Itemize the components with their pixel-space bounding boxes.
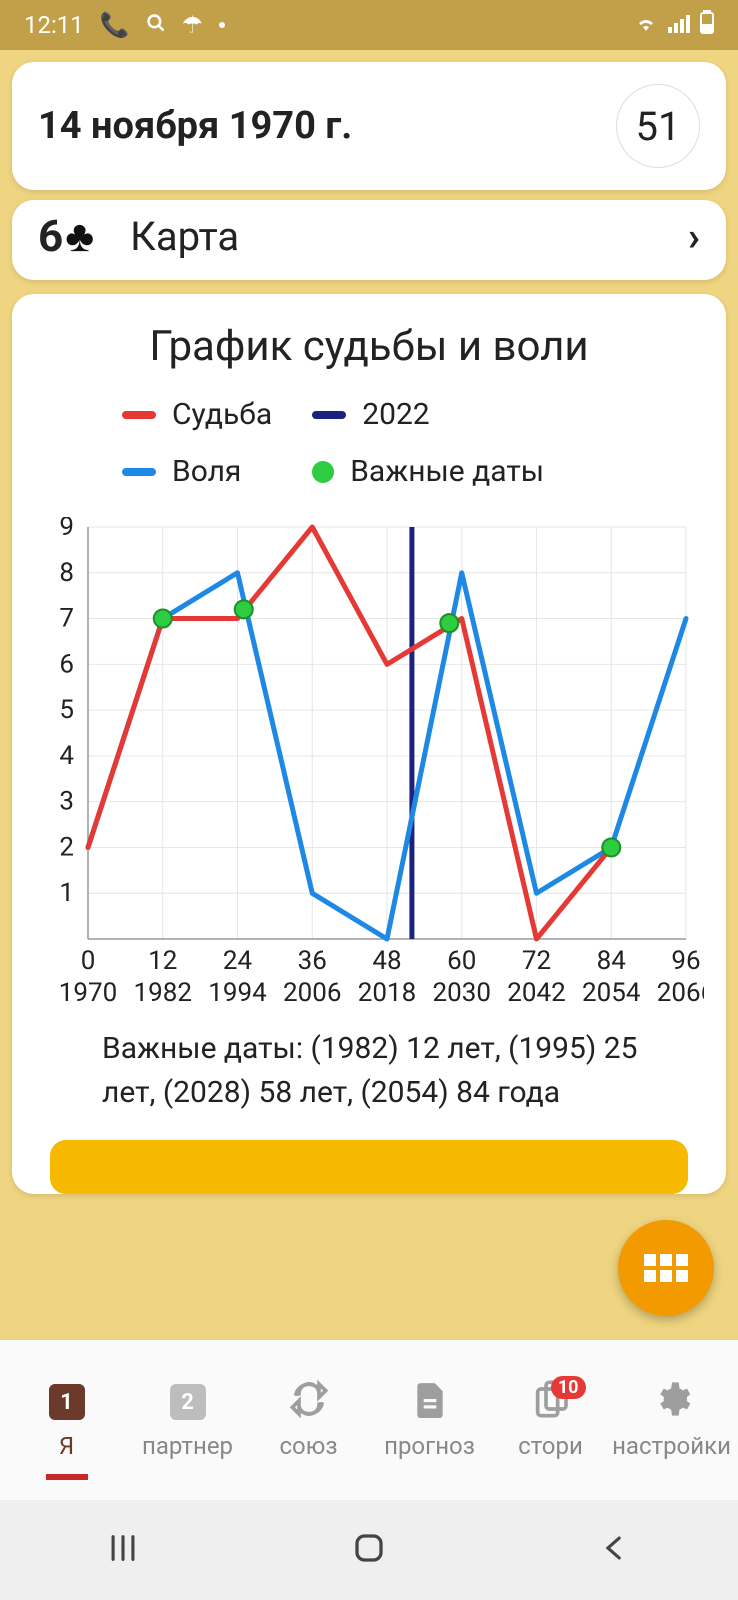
svg-text:1994: 1994 (208, 978, 267, 1008)
bottom-nav: 1Я2партнерсоюзпрогнозстори10настройки (0, 1340, 738, 1500)
nav-item-stories[interactable]: стори10 (496, 1380, 606, 1460)
dot-icon (219, 22, 225, 28)
wifi-icon (634, 11, 658, 39)
system-nav (0, 1500, 738, 1600)
chart-legend: Судьба 2022 Воля Важные даты (22, 397, 716, 489)
legend-dates[interactable]: Важные даты (312, 454, 544, 489)
phone-icon: 📞 (100, 11, 130, 39)
svg-text:2: 2 (59, 832, 74, 862)
recent-apps-button[interactable] (106, 1531, 140, 1569)
status-right (634, 10, 714, 40)
svg-text:48: 48 (372, 946, 401, 976)
legend-year-label: 2022 (362, 397, 429, 432)
fab-menu-button[interactable] (618, 1220, 714, 1316)
signal-icon (668, 11, 690, 39)
header-date: 14 ноября 1970 г. (38, 104, 352, 148)
svg-text:72: 72 (522, 946, 551, 976)
chart-title: График судьбы и воли (22, 322, 716, 371)
badge: 10 (551, 1376, 586, 1399)
svg-text:2042: 2042 (507, 978, 565, 1008)
nav-item-union[interactable]: союз (254, 1380, 364, 1460)
svg-text:96: 96 (671, 946, 700, 976)
legend-dates-label: Важные даты (350, 454, 544, 489)
svg-text:2030: 2030 (433, 978, 491, 1008)
status-bar: 12:11 📞 ☂ (0, 0, 738, 50)
svg-text:1982: 1982 (134, 978, 192, 1008)
legend-year-swatch (312, 411, 346, 419)
app-area: 14 ноября 1970 г. 51 6 ♣ Карта › График … (0, 50, 738, 1340)
grid-icon (644, 1254, 688, 1282)
svg-text:8: 8 (59, 558, 74, 588)
nav-label: Я (59, 1432, 74, 1460)
svg-text:60: 60 (447, 946, 476, 976)
nav-label: союз (279, 1432, 337, 1460)
legend-volya-swatch (122, 468, 156, 476)
legend-volya-label: Воля (172, 454, 241, 489)
svg-text:7: 7 (59, 604, 74, 634)
chart-svg: 1234567890197012198224199436200648201860… (32, 517, 704, 1017)
svg-text:1970: 1970 (59, 978, 117, 1008)
legend-year[interactable]: 2022 (312, 397, 544, 432)
card-value-group: 6 ♣ (38, 210, 94, 262)
search-small-icon (146, 11, 166, 39)
svg-text:0: 0 (81, 946, 96, 976)
doc-icon (411, 1379, 449, 1425)
gear-icon (652, 1379, 692, 1425)
yellow-action-button[interactable] (50, 1140, 688, 1194)
nav-item-partner[interactable]: 2 партнер (133, 1380, 243, 1460)
nav-label: настройки (612, 1432, 731, 1460)
legend-sudba-label: Судьба (172, 397, 272, 432)
svg-text:12: 12 (148, 946, 177, 976)
header-card[interactable]: 14 ноября 1970 г. 51 (12, 62, 726, 190)
svg-text:4: 4 (59, 741, 74, 771)
svg-text:2066: 2066 (657, 978, 704, 1008)
svg-text:2018: 2018 (358, 978, 416, 1008)
status-left: 12:11 📞 ☂ (24, 11, 225, 39)
nav-label: партнер (142, 1432, 233, 1460)
header-age: 51 (616, 84, 700, 168)
nav-item-settings[interactable]: настройки (617, 1380, 727, 1460)
club-suit-icon: ♣ (65, 210, 94, 262)
status-time: 12:11 (24, 11, 84, 39)
nav-label: прогноз (384, 1432, 475, 1460)
svg-text:1: 1 (59, 878, 74, 908)
svg-text:2006: 2006 (283, 978, 341, 1008)
legend-dates-swatch (312, 461, 334, 483)
svg-text:3: 3 (59, 787, 74, 817)
svg-text:24: 24 (223, 946, 253, 976)
chart-card: График судьбы и воли Судьба 2022 Воля Ва… (12, 294, 726, 1194)
svg-text:84: 84 (597, 946, 627, 976)
svg-text:36: 36 (298, 946, 327, 976)
sync-icon (289, 1379, 329, 1425)
svg-text:5: 5 (59, 695, 74, 725)
chevron-right-icon: › (688, 213, 700, 260)
svg-text:2054: 2054 (582, 978, 641, 1008)
umbrella-icon: ☂ (182, 11, 204, 39)
important-dates-text: Важные даты: (1982) 12 лет, (1995) 25 ле… (22, 1017, 716, 1128)
chart-plot: 1234567890197012198224199436200648201860… (22, 517, 716, 1017)
back-button[interactable] (598, 1531, 632, 1569)
svg-text:6: 6 (59, 649, 74, 679)
num-1-icon: 1 (49, 1384, 85, 1420)
home-button[interactable] (351, 1530, 387, 1570)
battery-icon (700, 10, 714, 40)
svg-text:9: 9 (59, 517, 74, 542)
num-2-icon: 2 (170, 1384, 206, 1420)
card-row-label: Карта (130, 213, 688, 260)
card-value: 6 (38, 210, 63, 262)
legend-sudba-swatch (122, 411, 156, 419)
legend-sudba[interactable]: Судьба (122, 397, 272, 432)
legend-volya[interactable]: Воля (122, 454, 272, 489)
nav-item-me[interactable]: 1Я (12, 1380, 122, 1460)
nav-item-forecast[interactable]: прогноз (375, 1380, 485, 1460)
nav-label: стори (518, 1432, 583, 1460)
card-row[interactable]: 6 ♣ Карта › (12, 200, 726, 280)
